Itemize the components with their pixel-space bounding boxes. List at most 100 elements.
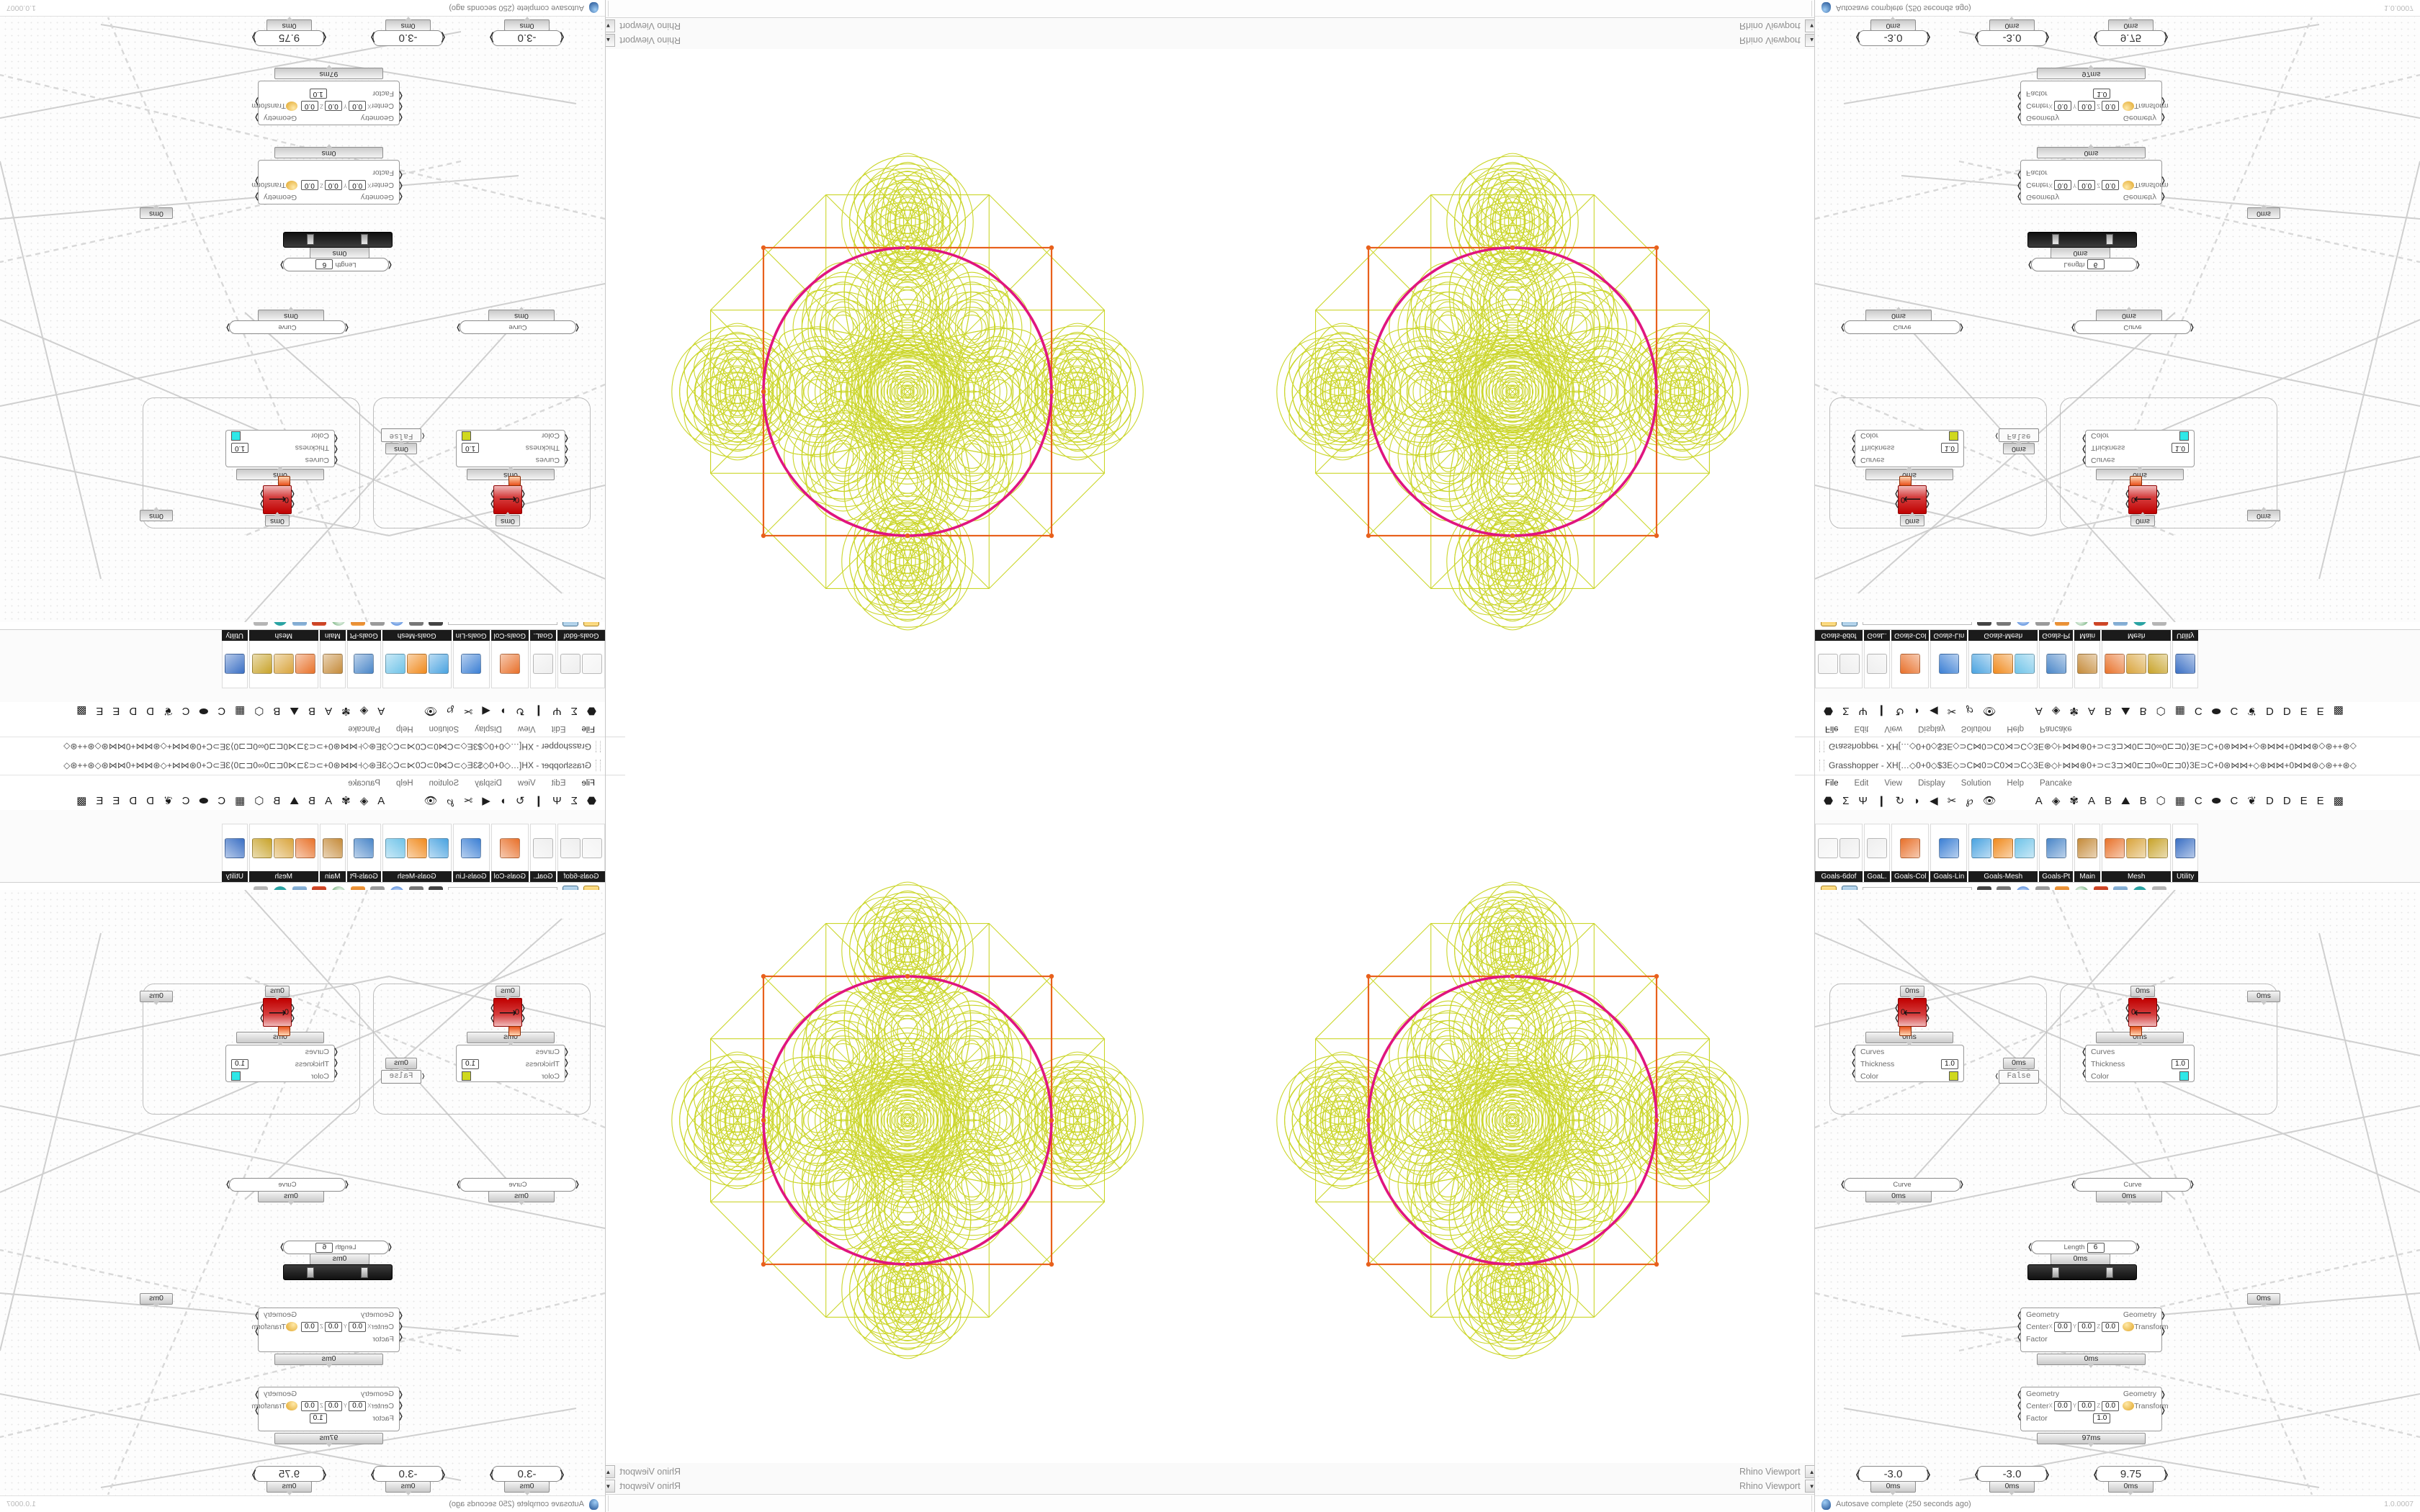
component-icon[interactable] (224, 654, 245, 674)
scale-component[interactable]: Geometry Geometry Center X 0.0 Y 0.0 Z 0.0 Transf… (2016, 1387, 2169, 1431)
grasshopper-menu-bar[interactable]: File Edit View Display Solution Help Pancake (0, 775, 605, 791)
center-y-field[interactable]: 0.0 (324, 180, 342, 191)
input-port[interactable]: ❬ (2016, 1311, 2023, 1320)
center-z-field[interactable]: 0.0 (2102, 1321, 2120, 1332)
input-port[interactable]: ❬ (332, 445, 339, 454)
menu-item-view[interactable]: View (1884, 724, 1903, 733)
ribbon-tab-glyph-icon[interactable]: C (182, 705, 190, 718)
ribbon-icon-row[interactable] (1891, 824, 1930, 871)
grasshopper-canvas[interactable]: -3.0❬❭0msCurvesThickness1.0Color❬❬❬0msCu… (1815, 890, 2420, 1496)
ribbon-icon-row[interactable] (319, 641, 346, 688)
solver-reset-button[interactable] (1899, 476, 1912, 486)
toolbar-glyph-icon[interactable]: ◗ (499, 794, 506, 807)
toolbar-glyph-icon[interactable]: ◀ (1930, 795, 1938, 807)
number-slider[interactable]: 9.75 ❬ ❭ (2092, 30, 2170, 46)
color-swatch[interactable] (2179, 1071, 2189, 1081)
ribbon-tab-glyph-icon[interactable]: ▦ (235, 795, 246, 807)
ribbon-tab-label[interactable]: Main (2074, 871, 2101, 882)
slider-left-handle[interactable]: ❬ (2092, 1467, 2100, 1480)
component-icon[interactable] (428, 654, 449, 674)
output-port[interactable]: ❭ (2159, 113, 2166, 122)
ribbon-tab-glyph-icon[interactable]: ◈ (2051, 705, 2061, 717)
output-port[interactable]: ❭ (1924, 490, 1931, 498)
output-port[interactable]: ❭ (2159, 1406, 2166, 1415)
component-icon[interactable] (2148, 838, 2169, 858)
solver-reset-button[interactable] (1899, 1026, 1912, 1036)
ribbon-tab-glyph-icon[interactable]: ⬬ (2211, 794, 2221, 807)
ribbon-tab-glyph-icon[interactable]: C (2194, 794, 2202, 807)
grasshopper-canvas[interactable]: -3.0❬❭0msCurvesThickness1.0Color❬❬❬0msCu… (0, 16, 605, 622)
viewport-tab-left[interactable]: Rhino Viewport ▲ (601, 34, 681, 47)
component-icon[interactable] (251, 838, 272, 858)
ribbon-tab-label[interactable]: Goals-Pt (346, 871, 381, 882)
slider-right-handle[interactable]: ❭ (369, 32, 377, 45)
ribbon-tab-label[interactable]: GoaL. (530, 871, 556, 882)
ribbon-icon-row[interactable] (346, 641, 381, 688)
slider-right-handle[interactable]: ❭ (2161, 1467, 2170, 1480)
slider-knob[interactable] (361, 1266, 369, 1278)
ribbon-tab-glyph-icon[interactable]: B (308, 705, 316, 718)
ribbon-tab-glyph-icon[interactable]: D (129, 794, 138, 807)
grasshopper-glyph-toolbar[interactable]: ⬣ Σ Ψ ❙ ↻ ◗ ◀ ✂ ℘ 👁 A ◈ ✾ A B ⛰ B ⬡ ▦ C ⬬ C ❦ D D E E ▩ (0, 791, 605, 810)
length-param-value[interactable]: 6 (2087, 1242, 2105, 1253)
ribbon-tab-label[interactable]: GoaL. (1864, 630, 1890, 641)
component-icon[interactable] (582, 838, 602, 858)
color-swatch[interactable] (1949, 431, 1958, 441)
output-port[interactable]: ❭ (2154, 1004, 2161, 1012)
slider-left-handle[interactable]: ❬ (1973, 32, 1981, 45)
input-port[interactable]: ❬ (289, 490, 296, 498)
thickness-field[interactable]: 1.0 (231, 1058, 248, 1069)
toolbar-glyph-icon[interactable]: Ψ (552, 794, 562, 807)
input-port[interactable]: ❬ (289, 500, 296, 508)
ribbon-tab-glyph-icon[interactable]: B (273, 794, 281, 807)
toolbar-glyph-icon[interactable]: ℘ (447, 795, 454, 807)
component-icon[interactable] (2148, 654, 2169, 674)
ribbon-icon-row[interactable] (2074, 641, 2101, 688)
ribbon-tab-label[interactable]: Goals-Col (1891, 871, 1930, 882)
toolbar-glyph-icon[interactable]: ℘ (447, 705, 454, 717)
ribbon-tab-label[interactable]: Utility (2172, 630, 2199, 641)
ribbon-icon-row[interactable] (1968, 641, 2038, 688)
solver-reset-button[interactable] (278, 1026, 290, 1036)
ribbon-tab-glyph-icon[interactable]: ❦ (163, 705, 173, 717)
viewport-tab-left-2[interactable]: Rhino Viewport ▼ (601, 19, 681, 32)
ribbon-tab-label[interactable]: Goals-Mesh (1968, 630, 2038, 641)
custom-preview-component[interactable]: Curves Thickness 1.0 Color ❬ ❬ ❬ (2081, 1045, 2195, 1082)
component-icon[interactable] (385, 654, 405, 674)
viewport-tab-left-2[interactable]: Rhino Viewport ▼ (1739, 19, 1819, 32)
ribbon-icon-row[interactable] (530, 641, 556, 688)
toolbar-glyph-icon[interactable]: ℘ (1966, 705, 1973, 717)
center-xyz-fields[interactable]: X 0.0 Y 0.0 Z 0.0 (2049, 101, 2135, 112)
output-port[interactable]: ❭ (489, 1014, 496, 1022)
output-port[interactable]: ❭ (1924, 500, 1931, 508)
toolbar-glyph-icon[interactable]: 👁 (424, 705, 438, 717)
custom-preview-component[interactable]: Curves Thickness 1.0 Color ❬ ❬ ❬ (225, 1045, 339, 1082)
ribbon-tab-label[interactable]: GoaL. (530, 630, 556, 641)
input-port[interactable]: ❬ (2016, 1390, 2023, 1399)
component-icon[interactable] (1938, 838, 1959, 858)
slider-right-handle[interactable]: ❭ (2043, 1467, 2051, 1480)
center-x-field[interactable]: 0.0 (2053, 101, 2071, 112)
component-icon[interactable] (499, 838, 520, 858)
ribbon-icon-row[interactable] (452, 641, 490, 688)
component-icon[interactable] (2077, 838, 2098, 858)
input-port[interactable]: ❬ (397, 1311, 404, 1320)
center-y-field[interactable]: 0.0 (324, 101, 342, 112)
kangaroo-solver-component[interactable]: 0 ⟵ ❬ ❬ ❭ ❭ (259, 998, 296, 1027)
ribbon-tab-glyph-icon[interactable]: B (2104, 794, 2112, 807)
input-port[interactable]: ❬ (2070, 1180, 2077, 1189)
ribbon-icon-row[interactable] (530, 824, 556, 871)
ribbon-tab-label[interactable]: Goals-Pt (2039, 630, 2074, 641)
input-port[interactable]: ❬ (1839, 1180, 1847, 1189)
output-port[interactable]: ❭ (225, 1180, 232, 1189)
ribbon-tab-glyph-icon[interactable]: A (325, 794, 333, 807)
output-port[interactable]: ❭ (254, 1390, 261, 1399)
grasshopper-glyph-toolbar[interactable]: ⬣ Σ Ψ ❙ ↻ ◗ ◀ ✂ ℘ 👁 A ◈ ✾ A B ⛰ B ⬡ ▦ C ⬬ C ❦ D D E E ▩ (0, 702, 605, 721)
input-port[interactable]: ❬ (332, 1069, 339, 1078)
grasshopper-component-ribbon[interactable]: Goals-6dof GoaL. Goals-Col Goals-Lin Goals-M… (0, 810, 605, 883)
number-slider[interactable]: 9.75 ❬ ❭ (2092, 1466, 2170, 1482)
input-port[interactable]: ❬ (1850, 434, 1857, 443)
component-icon[interactable] (1818, 654, 1838, 674)
number-slider[interactable]: -3.0 ❬ ❭ (1973, 1466, 2051, 1482)
ribbon-tab-glyph-icon[interactable]: D (129, 705, 138, 718)
